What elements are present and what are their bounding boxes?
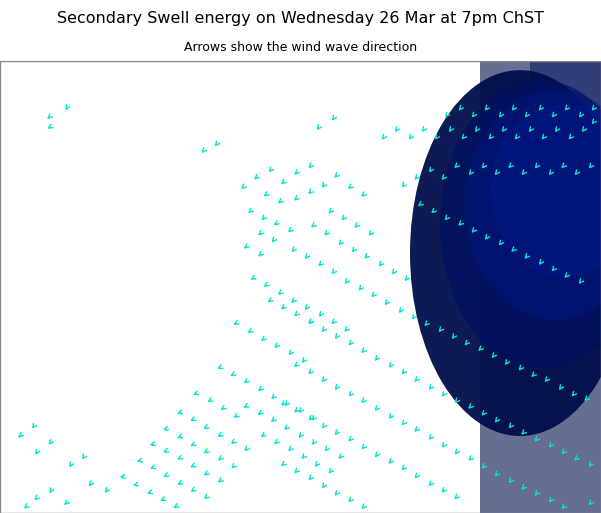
Ellipse shape — [440, 80, 601, 369]
Text: Arrows show the wind wave direction: Arrows show the wind wave direction — [184, 41, 417, 54]
Bar — [480, 61, 601, 513]
Ellipse shape — [410, 70, 601, 436]
Text: Secondary Swell energy on Wednesday 26 Mar at 7pm ChST: Secondary Swell energy on Wednesday 26 M… — [57, 11, 544, 26]
Ellipse shape — [465, 89, 601, 321]
Bar — [530, 61, 601, 349]
Ellipse shape — [490, 104, 601, 277]
